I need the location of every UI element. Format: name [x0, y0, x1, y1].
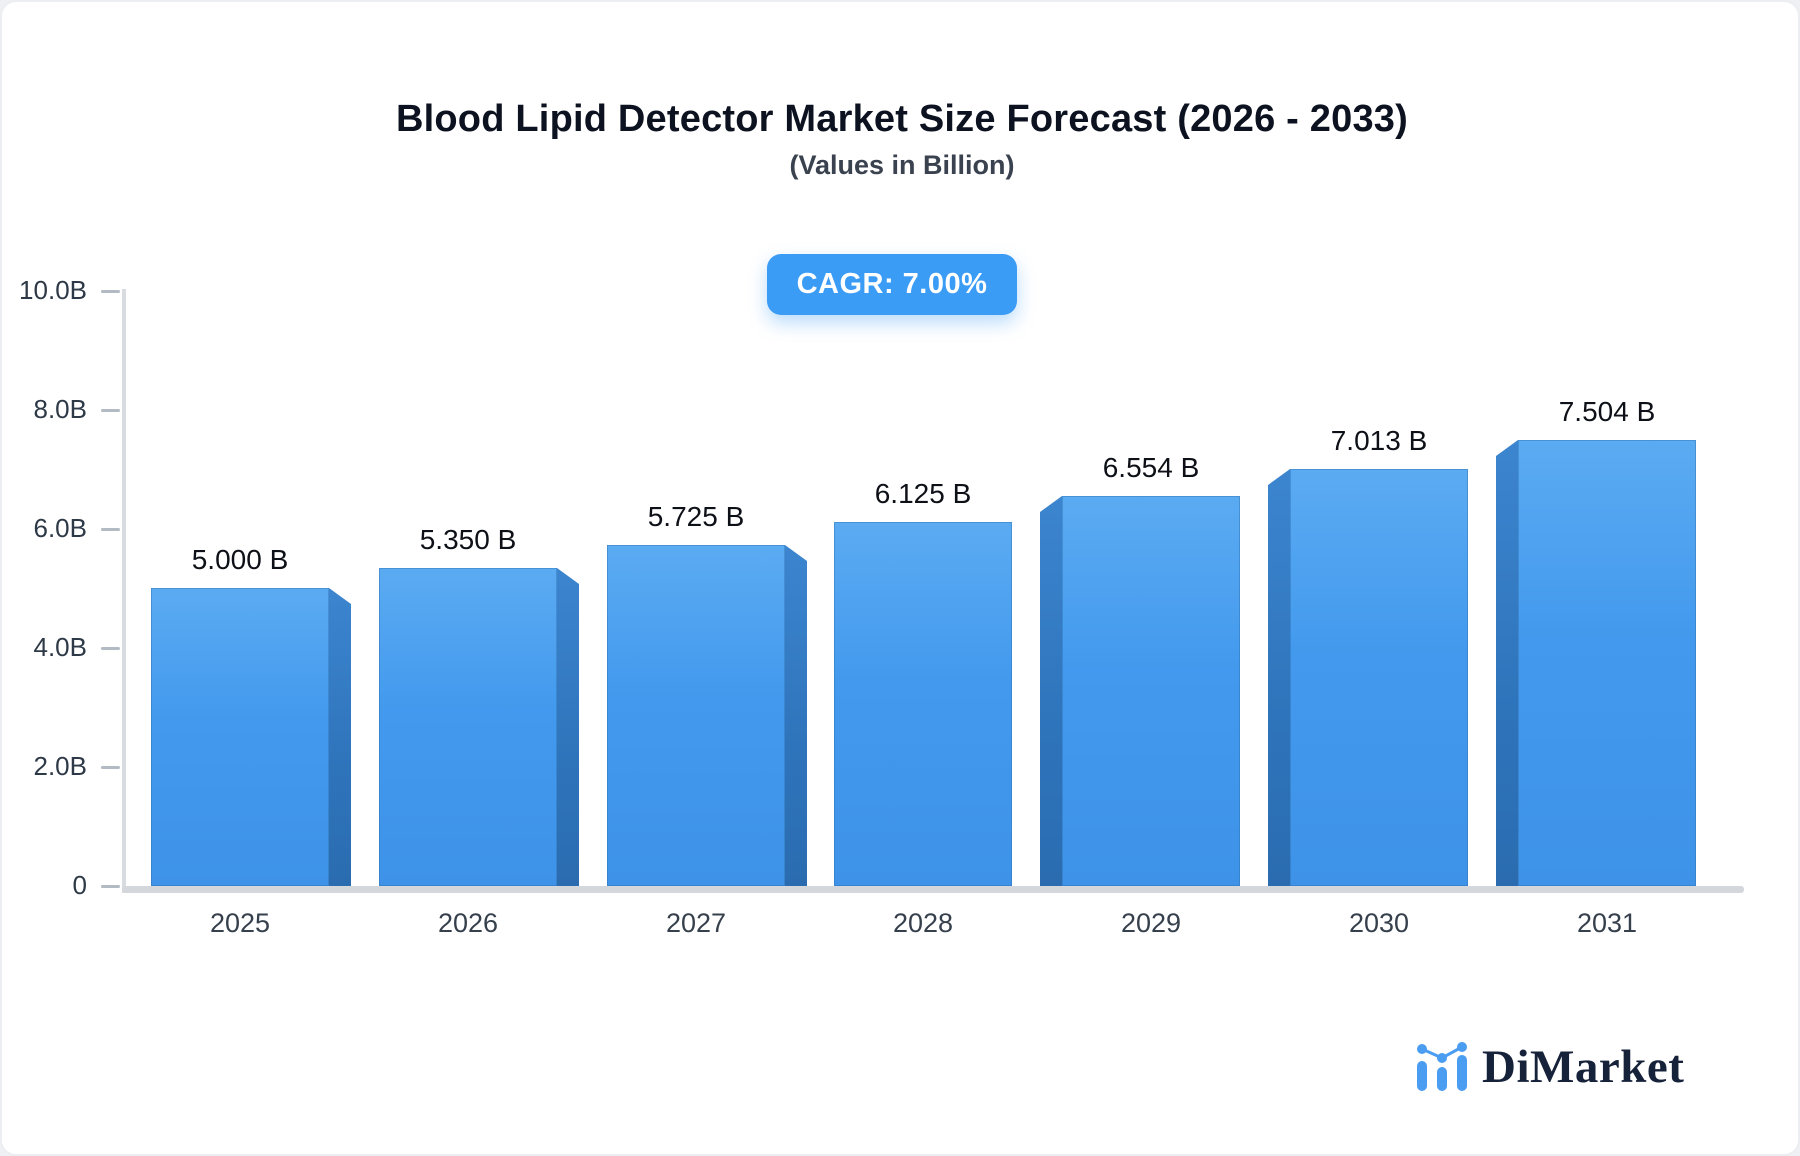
bar-2027: [607, 545, 785, 886]
bar-value-label: 6.125 B: [874, 478, 972, 509]
bar-2030: [1290, 469, 1468, 886]
x-axis-label-2025: 2025: [209, 908, 271, 938]
x-axis-baseline: [122, 886, 1744, 893]
x-axis-label-2026: 2026: [437, 908, 499, 938]
y-tick-label: 6.0B: [33, 513, 88, 543]
x-axis-label-2027: 2027: [665, 908, 727, 938]
y-tick-mark: [101, 290, 120, 293]
bar-side-face: [785, 545, 807, 886]
y-tick-label: 2.0B: [33, 751, 88, 781]
y-tick-label: 0: [72, 870, 87, 900]
chart-title: Blood Lipid Detector Market Size Forecas…: [396, 98, 1408, 140]
y-tick-mark: [101, 647, 120, 650]
bar-side-face: [1268, 469, 1290, 886]
cagr-badge-container: CAGR: 7.00%: [2, 254, 1782, 315]
bar-value-label: 7.013 B: [1330, 425, 1428, 456]
bar-2029: [1062, 496, 1240, 886]
x-axis-label-2030: 2030: [1348, 908, 1410, 938]
brand-logo: DiMarket: [1414, 1040, 1684, 1094]
brand-name: DiMarket: [1482, 1041, 1685, 1093]
bar-2026: [379, 568, 557, 886]
bar-side-face: [557, 568, 579, 886]
bar-side-face: [1040, 496, 1062, 886]
cagr-badge: CAGR: 7.00%: [766, 254, 1018, 315]
x-axis-label-2028: 2028: [892, 908, 954, 938]
y-tick-label: 4.0B: [33, 632, 88, 662]
y-tick-mark: [101, 766, 120, 769]
bar-value-label: 7.504 B: [1558, 396, 1656, 427]
y-tick-mark: [101, 885, 120, 888]
bar-value-label: 6.554 B: [1102, 452, 1200, 483]
x-axis-label-2029: 2029: [1120, 908, 1182, 938]
y-tick-label: 8.0B: [33, 394, 88, 424]
bar-value-label: 5.350 B: [419, 524, 517, 555]
y-tick-label: 10.0B: [19, 275, 87, 305]
bar-2031: [1518, 440, 1696, 886]
bar-side-face: [329, 588, 351, 886]
bar-value-label: 5.725 B: [647, 501, 745, 532]
x-axis-label-2031: 2031: [1576, 908, 1638, 938]
bar-side-face: [1496, 440, 1518, 886]
bar-2028: [834, 522, 1012, 886]
y-axis-line: [122, 289, 126, 893]
chart-subtitle: (Values in Billion): [789, 150, 1015, 180]
bar-chart-trend-icon: [1417, 1042, 1467, 1091]
y-tick-mark: [101, 409, 120, 412]
y-tick-mark: [101, 528, 120, 531]
bar-2025: [151, 588, 329, 886]
bar-value-label: 5.000 B: [191, 544, 289, 575]
